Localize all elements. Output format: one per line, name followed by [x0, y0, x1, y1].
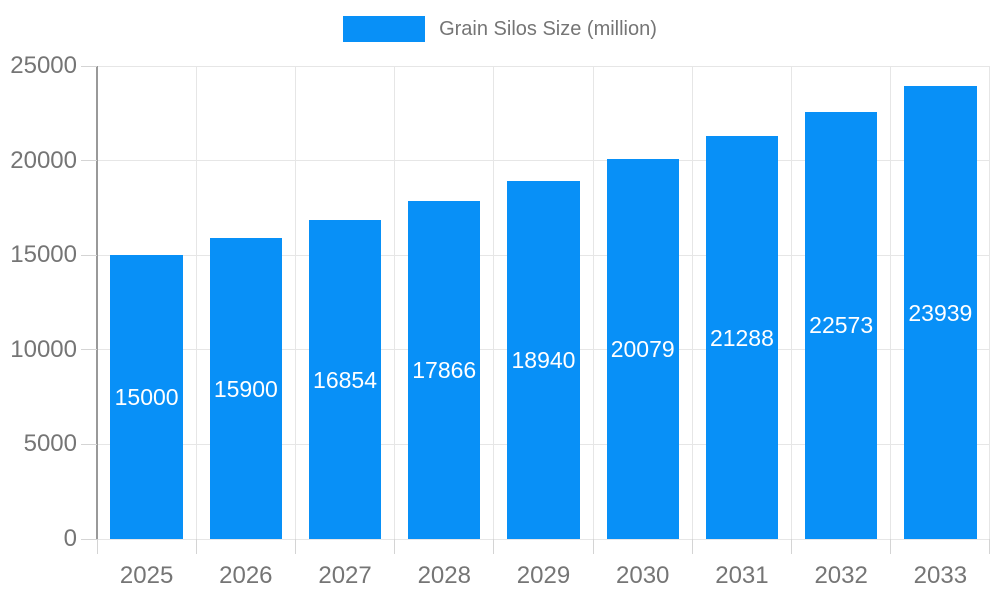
h-gridline	[97, 65, 990, 67]
v-gridline	[592, 66, 594, 539]
v-gridline	[294, 66, 296, 539]
x-axis-tick	[493, 539, 495, 554]
legend-label: Grain Silos Size (million)	[439, 18, 657, 40]
bar-value-label: 20079	[610, 336, 675, 363]
bar-value-label: 23939	[908, 299, 973, 326]
x-tick-label: 2033	[913, 562, 968, 589]
bar[interactable]	[904, 86, 977, 539]
legend-swatch	[343, 16, 426, 42]
v-gridline	[988, 66, 990, 539]
bar-value-label: 16854	[313, 366, 378, 393]
y-axis-tick	[81, 538, 97, 540]
x-axis-tick	[890, 539, 892, 554]
x-axis-tick	[592, 539, 594, 554]
bar[interactable]	[606, 159, 679, 539]
x-tick-label: 2025	[119, 562, 174, 589]
v-gridline	[791, 66, 793, 539]
v-gridline	[394, 66, 396, 539]
y-tick-label: 10000	[10, 335, 77, 363]
v-gridline	[493, 66, 495, 539]
x-tick-label: 2030	[616, 562, 670, 589]
bar[interactable]	[408, 200, 481, 539]
bar[interactable]	[705, 136, 779, 539]
y-tick-label: 20000	[10, 146, 77, 174]
h-gridline	[97, 160, 990, 162]
y-axis-tick	[81, 65, 97, 67]
x-tick-label: 2028	[417, 562, 471, 589]
bar[interactable]	[507, 180, 580, 539]
bar-value-label: 22573	[809, 312, 874, 339]
x-tick-label: 2026	[219, 562, 273, 589]
x-tick-label: 2032	[814, 562, 868, 589]
y-tick-label: 25000	[10, 52, 77, 79]
y-tick-label: 5000	[23, 430, 77, 458]
bar[interactable]	[804, 111, 878, 539]
x-tick-label: 2027	[318, 562, 372, 589]
x-axis-tick	[96, 539, 98, 554]
x-axis-tick	[394, 539, 396, 554]
v-gridline	[195, 66, 197, 539]
x-axis-tick	[791, 539, 793, 554]
plot-area: 15000 15900 16854 17866 18940 20079 21288 22573…	[96, 65, 990, 554]
x-axis-tick	[294, 539, 296, 554]
y-axis-tick	[81, 254, 97, 256]
bar[interactable]	[209, 238, 283, 539]
h-gridline	[97, 538, 990, 540]
y-axis-line	[96, 66, 98, 539]
y-axis-tick	[81, 160, 97, 162]
bar-value-label: 21288	[709, 324, 774, 351]
x-tick-label: 2031	[715, 562, 769, 589]
bar-value-label: 17866	[412, 356, 477, 383]
x-axis-tick	[691, 539, 693, 554]
x-tick-label: 2029	[516, 562, 571, 589]
y-tick-label: 15000	[10, 241, 77, 269]
v-gridline	[890, 66, 892, 539]
bar-value-label: 15900	[213, 375, 278, 402]
bar[interactable]	[308, 220, 382, 539]
x-axis-tick	[988, 539, 990, 554]
bar-value-label: 15000	[114, 384, 179, 411]
v-gridline	[691, 66, 693, 539]
x-axis-tick	[195, 539, 197, 554]
bar-value-label: 18940	[511, 346, 576, 373]
y-axis-tick	[81, 349, 97, 351]
bar[interactable]	[110, 255, 183, 539]
y-tick-label: 0	[63, 525, 77, 552]
y-axis-tick	[81, 443, 97, 445]
chart-legend[interactable]: Grain Silos Size (million)	[0, 16, 1000, 42]
